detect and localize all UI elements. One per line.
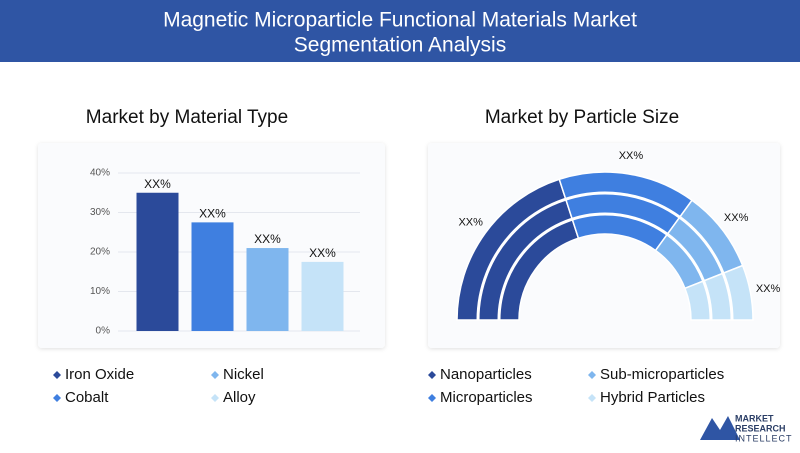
legend-marker	[53, 394, 61, 402]
legend-label: Nanoparticles	[440, 366, 532, 383]
header-banner	[0, 0, 800, 62]
bar	[136, 192, 179, 331]
data-label: XX%	[199, 207, 226, 221]
logo: MARKET RESEARCH INTELLECT	[700, 413, 793, 443]
bar	[246, 248, 289, 331]
chart-title: Market by Material Type	[86, 107, 288, 128]
data-label: XX%	[619, 150, 644, 162]
y-tick-label: 0%	[96, 326, 111, 337]
bar	[191, 222, 234, 331]
y-tick-label: 30%	[90, 207, 110, 218]
legend-label: Sub-microparticles	[600, 366, 724, 383]
ring-separator	[497, 212, 713, 321]
donut-segment	[456, 178, 580, 321]
data-label: XX%	[254, 232, 281, 246]
legend-marker	[588, 371, 596, 379]
legend-marker	[53, 371, 61, 379]
legend-label: Microparticles	[440, 389, 533, 406]
page-title: Segmentation Analysis	[294, 34, 506, 57]
data-label: XX%	[309, 246, 336, 260]
data-label: XX%	[144, 177, 171, 191]
legend-marker	[428, 394, 436, 402]
page-title: Magnetic Microparticle Functional Materi…	[163, 9, 637, 32]
chart-title: Market by Particle Size	[485, 107, 679, 128]
legend-marker	[211, 394, 219, 402]
legend-label: Cobalt	[65, 389, 109, 406]
donut-segment	[683, 264, 754, 321]
y-tick-label: 20%	[90, 247, 110, 258]
logo-text: INTELLECT	[735, 433, 793, 443]
logo-icon	[700, 416, 740, 440]
ring-separator	[476, 191, 734, 321]
legend-label: Iron Oxide	[65, 366, 134, 383]
legend-label: Alloy	[223, 389, 256, 406]
bar	[301, 261, 344, 331]
y-tick-label: 10%	[90, 286, 110, 297]
legend-marker	[428, 371, 436, 379]
logo-text: RESEARCH	[735, 423, 786, 433]
logo-text: MARKET	[735, 413, 774, 423]
data-label: XX%	[756, 283, 781, 295]
legend-label: Hybrid Particles	[600, 389, 705, 406]
y-tick-label: 40%	[90, 168, 110, 179]
legend-marker	[588, 394, 596, 402]
data-label: XX%	[724, 212, 749, 224]
legend-label: Nickel	[223, 366, 264, 383]
legend-marker	[211, 371, 219, 379]
data-label: XX%	[458, 216, 483, 228]
